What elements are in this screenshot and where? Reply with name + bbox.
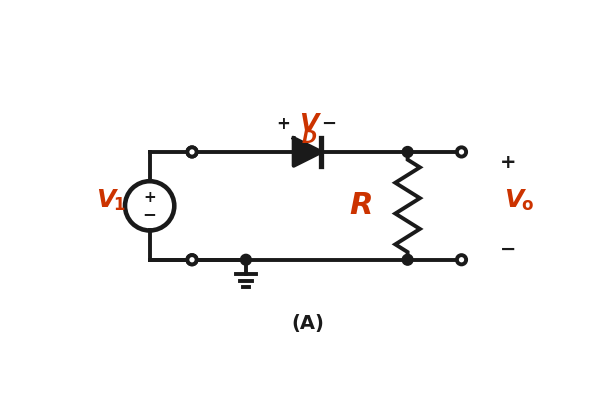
Circle shape <box>457 147 466 156</box>
Text: o: o <box>521 196 532 214</box>
Circle shape <box>457 255 466 264</box>
Text: +: + <box>276 115 290 133</box>
Text: V: V <box>299 112 319 136</box>
Text: D: D <box>302 129 317 147</box>
Circle shape <box>402 254 413 265</box>
Text: V: V <box>96 188 115 212</box>
Text: −: − <box>322 115 337 133</box>
Text: +: + <box>143 190 156 205</box>
Text: −: − <box>500 240 516 258</box>
Circle shape <box>187 255 197 264</box>
Text: −: − <box>143 204 157 222</box>
Text: (A): (A) <box>291 314 324 333</box>
Circle shape <box>187 147 197 156</box>
Circle shape <box>402 146 413 157</box>
Text: +: + <box>499 153 516 172</box>
Circle shape <box>241 254 251 265</box>
Circle shape <box>187 147 197 156</box>
Text: V: V <box>504 188 523 212</box>
Circle shape <box>187 255 197 264</box>
Text: 1: 1 <box>113 196 124 214</box>
Polygon shape <box>293 138 322 166</box>
Text: R: R <box>350 191 373 220</box>
